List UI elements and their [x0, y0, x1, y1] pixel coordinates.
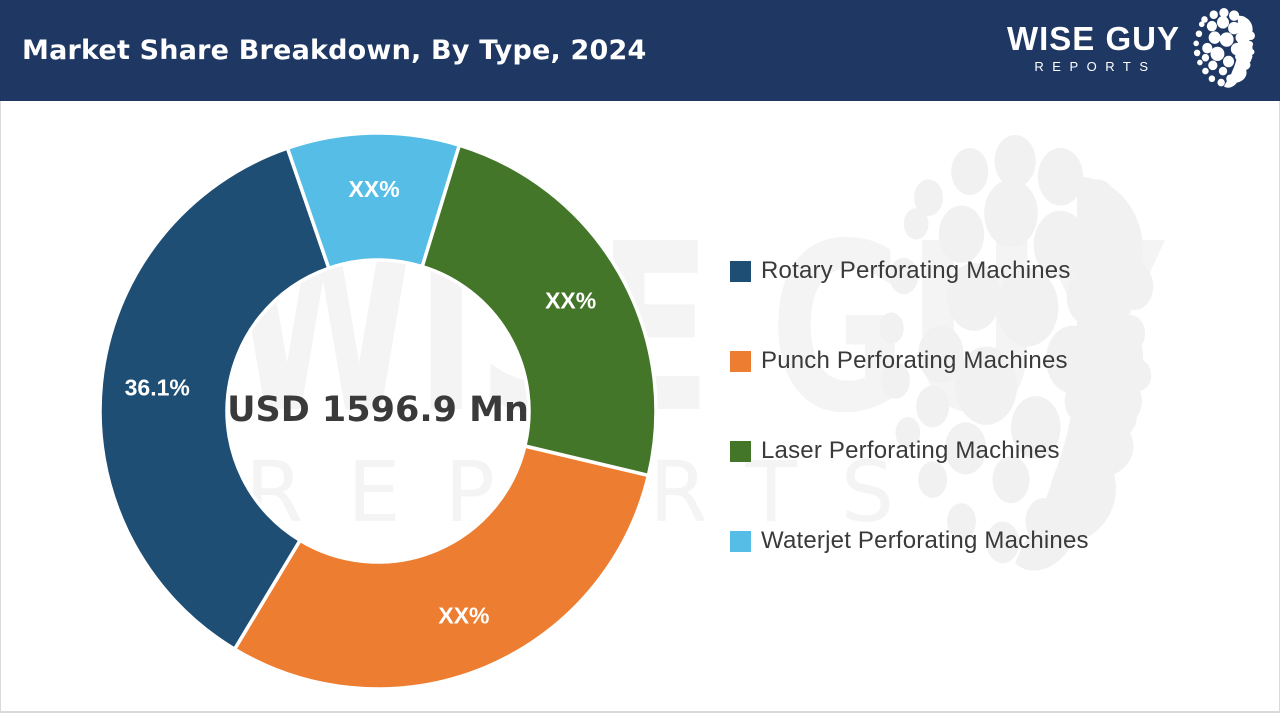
legend-label: Waterjet Perforating Machines — [761, 527, 1089, 554]
legend-item-rotary[interactable]: Rotary Perforating Machines — [730, 257, 1089, 285]
donut-segment-3[interactable] — [285, 131, 462, 270]
page-title: Market Share Breakdown, By Type, 2024 — [22, 35, 647, 66]
segment-label-3: XX% — [349, 176, 400, 202]
legend-item-punch[interactable]: Punch Perforating Machines — [730, 347, 1089, 375]
donut-segment-1[interactable] — [232, 444, 651, 691]
legend-item-waterjet[interactable]: Waterjet Perforating Machines — [730, 527, 1089, 555]
legend-item-laser[interactable]: Laser Perforating Machines — [730, 437, 1089, 465]
brand-logo: WISE GUY REPORTS — [1006, 0, 1266, 101]
segment-label-2: XX% — [545, 288, 596, 314]
legend-swatch-punch — [730, 350, 751, 372]
legend: Rotary Perforating Machines Punch Perfor… — [730, 257, 1089, 555]
segment-label-0: 36.1% — [125, 375, 190, 401]
chart-canvas: WISE GUY REPORTS 36.1%XX%XX%XX% USD 1596… — [0, 101, 1280, 713]
legend-label: Laser Perforating Machines — [761, 437, 1060, 464]
logo-wordmark: WISE GUY REPORTS — [1006, 20, 1180, 74]
segment-label-1: XX% — [438, 603, 489, 629]
legend-swatch-laser — [730, 440, 751, 462]
logo-wordmark-line2: REPORTS — [1034, 58, 1157, 74]
legend-swatch-waterjet — [730, 530, 751, 552]
legend-label: Punch Perforating Machines — [761, 347, 1068, 374]
logo-face-icon — [1193, 8, 1255, 88]
donut-segment-0[interactable] — [98, 146, 331, 651]
logo-wordmark-line1: WISE GUY — [1006, 20, 1180, 57]
donut-segment-2[interactable] — [420, 143, 658, 478]
donut-chart: 36.1% XX% XX% XX% — [98, 131, 658, 691]
chart-center-value: USD 1596.9 Mn — [227, 390, 529, 430]
legend-swatch-rotary — [730, 260, 751, 282]
header: Market Share Breakdown, By Type, 2024 WI… — [0, 0, 1280, 101]
legend-label: Rotary Perforating Machines — [761, 257, 1071, 284]
